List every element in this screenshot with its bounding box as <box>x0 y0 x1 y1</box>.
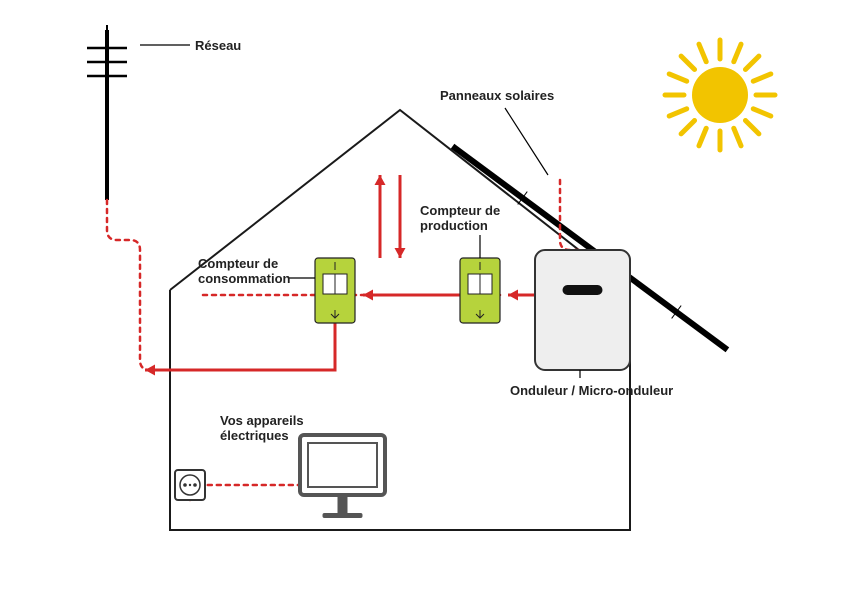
meter-consommation <box>315 258 355 323</box>
svg-text:Compteur de: Compteur de <box>420 203 500 218</box>
labels: RéseauPanneaux solairesCompteur deproduc… <box>195 38 673 443</box>
svg-text:production: production <box>420 218 488 233</box>
svg-text:Réseau: Réseau <box>195 38 241 53</box>
svg-text:Panneaux solaires: Panneaux solaires <box>440 88 554 103</box>
solar-diagram: RéseauPanneaux solairesCompteur deproduc… <box>0 0 842 595</box>
inverter-icon <box>535 250 630 370</box>
grid-pole-icon <box>87 25 190 200</box>
meter-production <box>460 258 500 323</box>
svg-text:électriques: électriques <box>220 428 289 443</box>
svg-text:consommation: consommation <box>198 271 291 286</box>
sun-icon <box>665 40 775 150</box>
svg-text:Vos appareils: Vos appareils <box>220 413 304 428</box>
svg-text:Onduleur / Micro-onduleur: Onduleur / Micro-onduleur <box>510 383 673 398</box>
monitor-icon <box>300 435 385 518</box>
meters <box>315 258 500 323</box>
outlet-icon <box>175 470 205 500</box>
svg-text:Compteur de: Compteur de <box>198 256 278 271</box>
